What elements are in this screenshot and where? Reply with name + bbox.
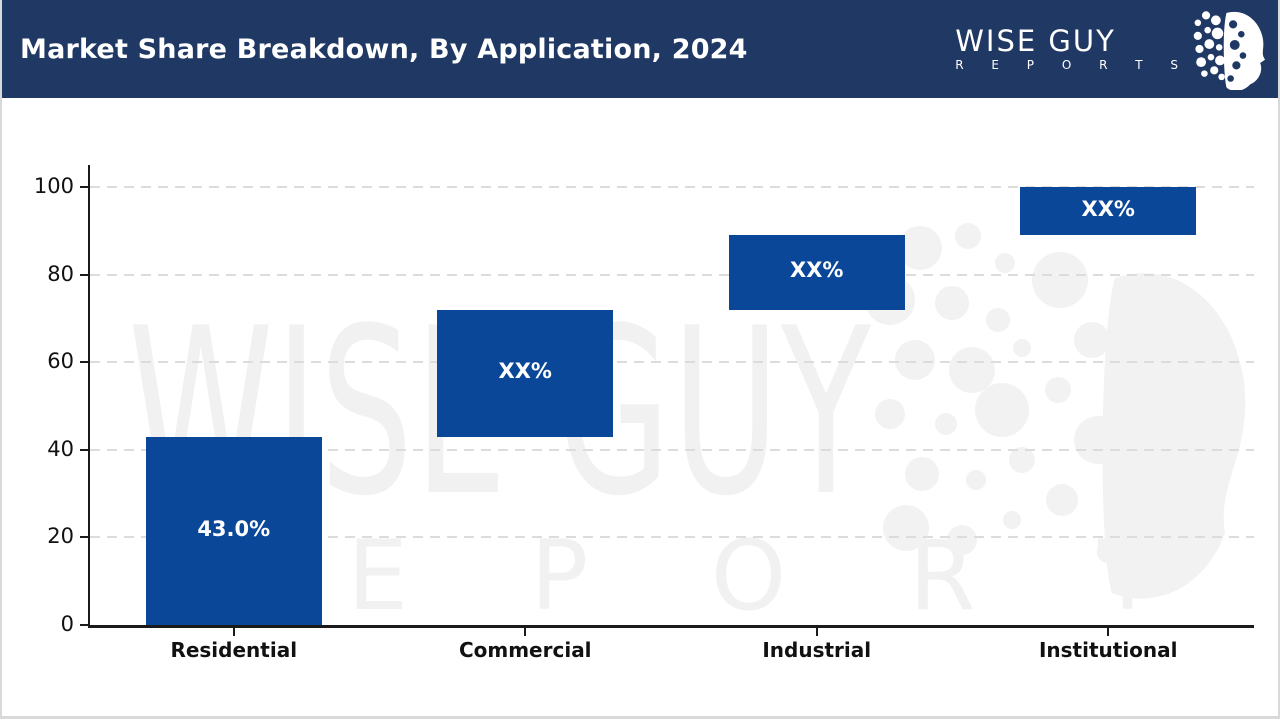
x-tick-mark [524, 628, 527, 636]
y-tick-mark [80, 361, 88, 364]
watermark-subtitle: R E P O R T S [158, 520, 1280, 632]
x-axis-line [88, 625, 1254, 628]
x-category-label: Commercial [458, 638, 592, 662]
y-axis-line [88, 165, 90, 625]
chart-title: Market Share Breakdown, By Application, … [20, 33, 748, 65]
y-tick-label: 80 [47, 261, 74, 286]
y-tick-mark [80, 536, 88, 539]
y-tick-mark [80, 448, 88, 451]
bar-commercial [437, 309, 614, 437]
y-tick-mark [80, 273, 88, 276]
bar-value-label: XX% [1081, 197, 1135, 222]
logo-wordmark: WISE GUY [955, 23, 1116, 58]
y-tick-label: 100 [33, 174, 74, 198]
y-tick-label: 0 [60, 612, 74, 636]
y-tick-label: 60 [47, 349, 74, 374]
x-category-label: Residential [170, 638, 298, 662]
y-tick-label: 40 [47, 436, 74, 461]
logo-subtitle: R E P O R T S [955, 58, 1190, 73]
wise-guy-reports-logo: WISE GUY R E P O R T S [955, 8, 1280, 90]
x-tick-mark [815, 628, 818, 636]
chart-area: WISE GUY R E P O R T S 0 20 40 60 80 100 43.0%… [0, 98, 1280, 720]
gridline-80 [90, 273, 1254, 276]
gridline-40 [90, 448, 1254, 451]
bar-residential [145, 436, 322, 625]
bar-industrial [728, 235, 905, 310]
head-profile-icon [1193, 11, 1266, 90]
x-category-label: Institutional [1038, 638, 1178, 662]
bar-value-label: XX% [790, 258, 844, 283]
bar-value-label: XX% [498, 359, 552, 384]
x-category-label: Industrial [762, 638, 872, 662]
gridline-100 [90, 186, 1254, 188]
bar-institutional [1020, 187, 1197, 236]
logo-text: WISE GUY R E P O R T S [955, 23, 1190, 73]
y-tick-mark [80, 186, 88, 188]
bar-value-label: 43.0% [197, 516, 271, 541]
y-tick-mark [80, 624, 88, 626]
x-tick-mark [232, 628, 235, 636]
x-tick-mark [1107, 628, 1110, 636]
watermark-head-icon [865, 223, 1246, 599]
header-bar: Market Share Breakdown, By Application, … [0, 0, 1280, 98]
gridline-20 [90, 536, 1254, 539]
gridline-60 [90, 361, 1254, 364]
y-tick-label: 20 [47, 524, 74, 549]
